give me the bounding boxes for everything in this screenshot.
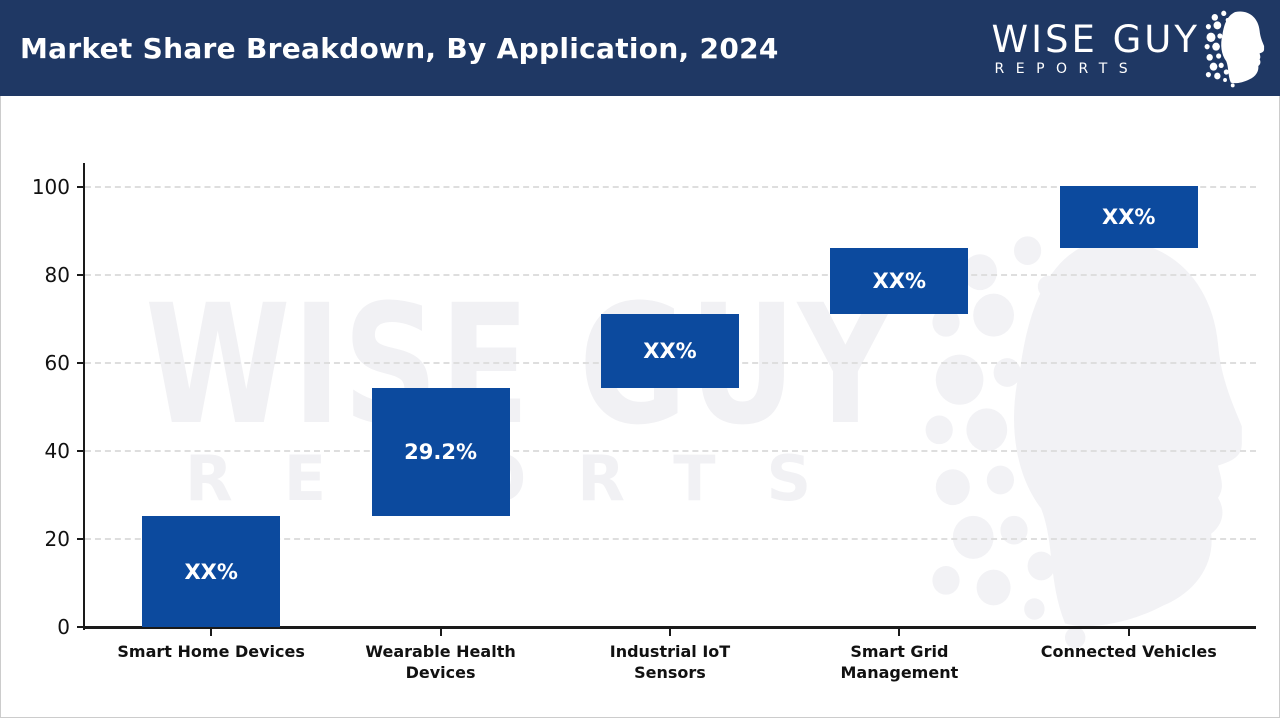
bar-value-label: XX% xyxy=(643,338,697,363)
header-bar: Market Share Breakdown, By Application, … xyxy=(0,0,1280,96)
bar-value-label: XX% xyxy=(1102,205,1156,230)
y-tick-mark xyxy=(77,626,85,628)
x-tick-label: Industrial IoT Sensors xyxy=(609,642,731,683)
dotted-head-icon xyxy=(1204,10,1265,88)
page-title: Market Share Breakdown, By Application, … xyxy=(20,31,779,65)
y-tick-mark xyxy=(77,274,85,277)
bar-smart-grid-management: XX% xyxy=(830,247,969,314)
x-tick-label: Connected Vehicles xyxy=(1040,642,1217,661)
y-tick-label: 40 xyxy=(44,439,70,464)
x-tick-label: Smart Grid Management xyxy=(840,642,959,683)
x-tick-mark xyxy=(668,629,671,636)
bar-connected-vehicles: XX% xyxy=(1059,186,1198,248)
bar-value-label: XX% xyxy=(184,559,238,584)
bar-value-label: XX% xyxy=(872,268,927,293)
brand-name: WISE GUY xyxy=(991,17,1200,61)
brand-logo: WISE GUY REPORTS xyxy=(992,8,1266,88)
brand-subname: REPORTS xyxy=(994,60,1140,77)
x-tick-mark xyxy=(1127,629,1130,636)
y-tick-label: 100 xyxy=(31,175,70,200)
bar-value-label: 29.2% xyxy=(404,439,477,464)
y-tick-mark xyxy=(77,538,85,541)
y-tick-mark xyxy=(77,186,85,189)
brand-logo-text: WISE GUY REPORTS xyxy=(992,21,1200,76)
gridline xyxy=(85,186,1256,189)
y-tick-mark xyxy=(77,450,85,453)
x-tick-mark xyxy=(898,629,901,636)
y-tick-label: 0 xyxy=(57,615,70,639)
x-tick-mark xyxy=(439,629,442,636)
y-tick-label: 80 xyxy=(44,263,70,288)
gridline xyxy=(85,274,1256,277)
y-tick-mark xyxy=(77,362,85,365)
x-tick-label: Wearable Health Devices xyxy=(365,642,516,683)
bar-smart-home-devices: XX% xyxy=(142,516,281,627)
y-tick-label: 20 xyxy=(44,527,70,552)
y-axis-line xyxy=(83,163,85,630)
bar-industrial-iot-sensors: XX% xyxy=(600,313,739,388)
x-tick-mark xyxy=(210,629,213,636)
x-axis-line xyxy=(83,626,1256,629)
gridline xyxy=(85,538,1256,541)
x-tick-label: Smart Home Devices xyxy=(117,642,305,661)
bar-wearable-health-devices: 29.2% xyxy=(371,387,510,517)
gridline xyxy=(85,450,1256,453)
y-tick-label: 60 xyxy=(44,351,70,376)
